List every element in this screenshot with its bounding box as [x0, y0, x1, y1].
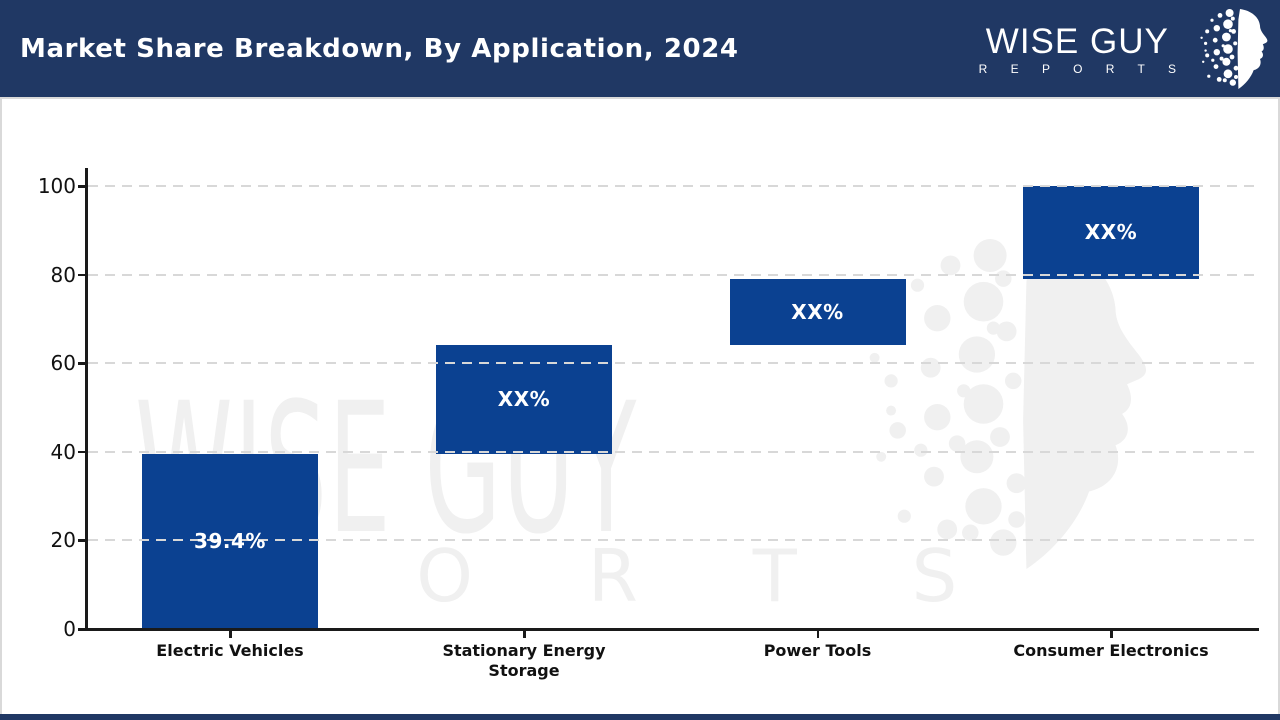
y-axis-spine [85, 168, 88, 630]
y-tick-label: 0 [63, 617, 76, 641]
logo-dotted-head-icon [1200, 9, 1268, 89]
bar-value-label: 39.4% [194, 529, 266, 554]
logo-brand-name: WISE GUY [985, 21, 1169, 61]
y-tick-label: 20 [50, 528, 76, 553]
gridline [88, 450, 1258, 453]
bar-consumer-electronics [1023, 186, 1199, 280]
bar-value-label: XX% [1084, 220, 1138, 244]
y-tick-mark [78, 450, 86, 454]
bar-value-label: XX% [497, 387, 551, 412]
footer-bar [0, 714, 1280, 720]
gridline [88, 362, 1258, 365]
gridline [88, 273, 1258, 276]
y-tick-label: 40 [50, 439, 76, 464]
x-axis-spine [84, 628, 1259, 631]
x-category-label-consumer-electronics: Consumer Electronics [1013, 641, 1209, 660]
header-band: Market Share Breakdown, By Application, … [0, 0, 1280, 97]
logo-text: WISE GUY R E P O R T S [969, 24, 1186, 75]
x-tick-mark [816, 630, 819, 638]
bar-power-tools [729, 279, 906, 346]
x-tick-mark [1110, 630, 1113, 638]
gridline [88, 185, 1258, 187]
y-tick-mark [78, 539, 86, 542]
gridline [88, 539, 1258, 542]
page-title: Market Share Breakdown, By Application, … [20, 33, 739, 64]
wise-guy-reports-logo: WISE GUY R E P O R T S [969, 4, 1274, 94]
x-category-label-electric-vehicles: Electric Vehicles [156, 641, 304, 660]
bar-electric-vehicles [142, 454, 318, 629]
x-tick-mark [229, 630, 232, 638]
y-tick-label: 60 [50, 351, 76, 376]
y-tick-label: 80 [50, 262, 76, 287]
y-tick-mark [78, 185, 86, 188]
y-tick-mark [78, 628, 86, 631]
x-category-label-stationary-energy-storage: Stationary Energy Storage [442, 641, 606, 680]
x-tick-mark [523, 630, 526, 638]
x-category-label-power-tools: Power Tools [763, 641, 872, 660]
watermark-text-line2: P O R T S [258, 534, 1004, 618]
y-tick-mark [78, 273, 86, 277]
y-tick-mark [78, 362, 86, 365]
y-tick-label: 100 [37, 174, 76, 198]
logo-brand-subtitle: R E P O R T S [978, 61, 1186, 76]
bar-value-label: XX% [791, 300, 844, 325]
